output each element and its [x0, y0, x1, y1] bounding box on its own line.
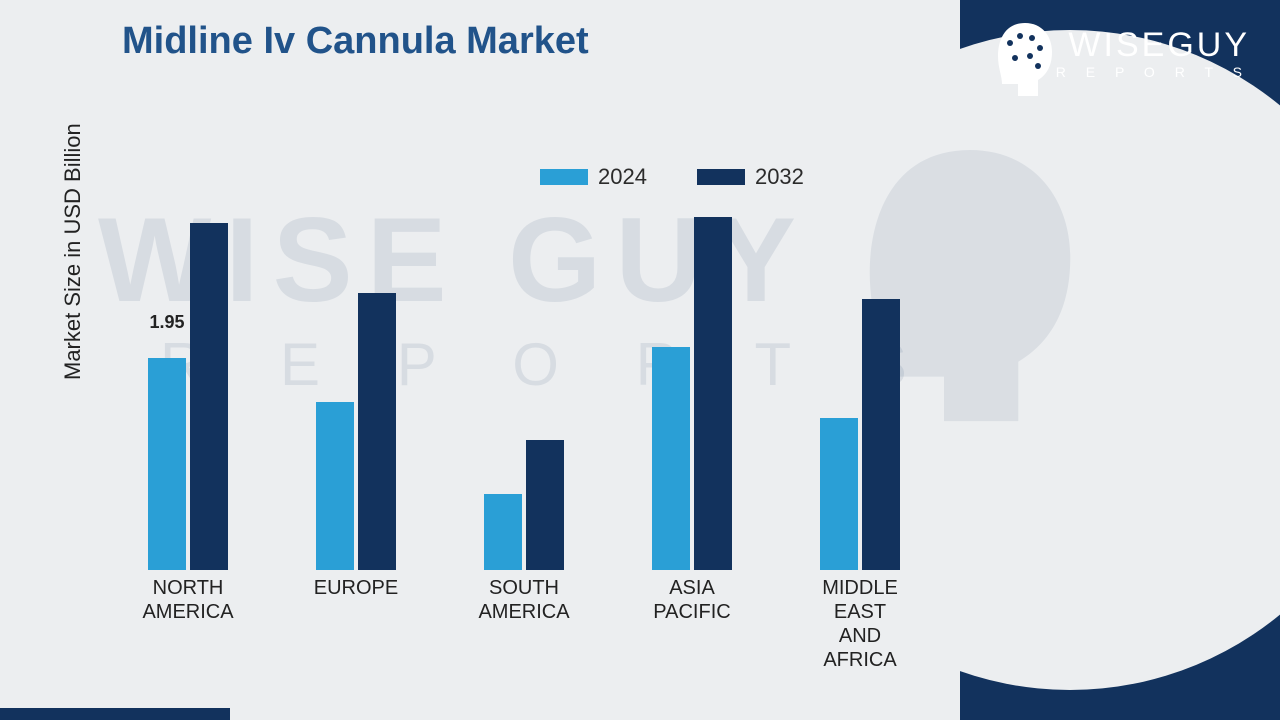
chart-canvas: WISEGUY R E P O R T S Midline Iv Cannula…	[0, 0, 1280, 720]
bar-group	[820, 190, 900, 570]
bar	[484, 494, 522, 570]
bar	[358, 293, 396, 570]
x-axis-label: ASIA PACIFIC	[653, 576, 730, 624]
bar	[316, 402, 354, 570]
bar-group	[652, 190, 732, 570]
bar	[190, 223, 228, 570]
bar	[862, 299, 900, 570]
legend-item: 2032	[697, 164, 804, 190]
logo-sub-text: R E P O R T S	[1056, 64, 1250, 80]
footer-accent-bar	[0, 708, 230, 720]
bar-value-label: 1.95	[149, 312, 184, 333]
legend: 2024 2032	[540, 164, 804, 190]
bar-group: 1.95	[148, 190, 228, 570]
chart-title: Midline Iv Cannula Market	[122, 20, 589, 63]
bar-group	[484, 190, 564, 570]
x-axis-label: SOUTH AMERICA	[478, 576, 569, 624]
brand-logo: WISEGUY R E P O R T S	[1056, 28, 1250, 80]
bar	[820, 418, 858, 570]
logo-head-icon	[990, 18, 1060, 98]
chart-plot-area: 1.95	[104, 190, 944, 570]
x-axis-label: EUROPE	[314, 576, 398, 600]
legend-label: 2032	[755, 164, 804, 190]
legend-swatch	[697, 169, 745, 185]
bar	[148, 358, 186, 570]
legend-label: 2024	[598, 164, 647, 190]
legend-item: 2024	[540, 164, 647, 190]
y-axis-label: Market Size in USD Billion	[60, 123, 86, 380]
x-axis-label: MIDDLE EAST AND AFRICA	[822, 576, 898, 672]
bar	[652, 347, 690, 570]
bar	[526, 440, 564, 570]
bar-group	[316, 190, 396, 570]
logo-main-text: WISEGUY	[1056, 28, 1250, 62]
bar	[694, 217, 732, 570]
legend-swatch	[540, 169, 588, 185]
x-axis-label: NORTH AMERICA	[142, 576, 233, 624]
